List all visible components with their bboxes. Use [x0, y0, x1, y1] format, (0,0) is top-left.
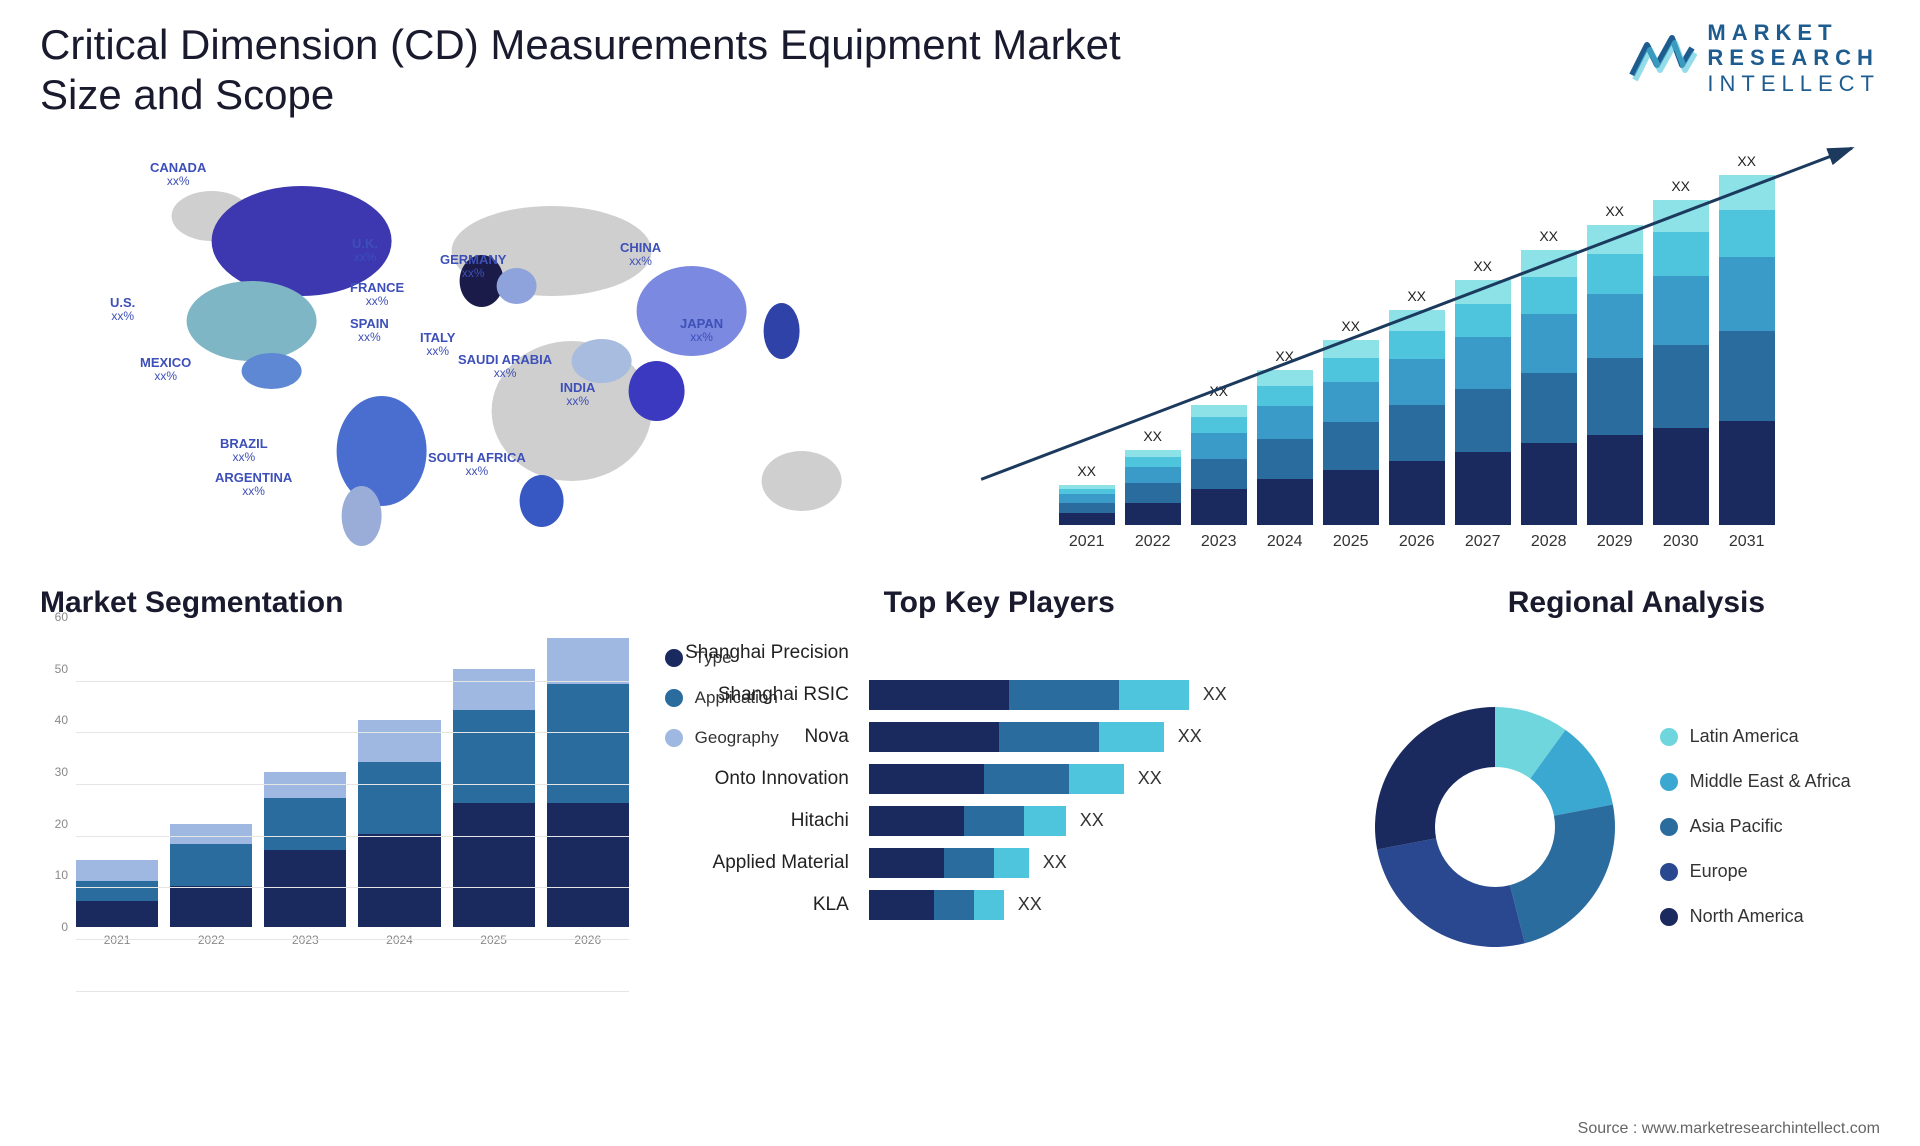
player-row: HitachiXX [869, 806, 1340, 836]
logo-line1: MARKET [1707, 20, 1880, 45]
page-title: Critical Dimension (CD) Measurements Equ… [40, 20, 1140, 121]
growth-trend-arrow [963, 141, 1870, 551]
source-label: Source : www.marketresearchintellect.com [1578, 1120, 1880, 1138]
players-panel: Top Key Players Shanghai Precision Shangh… [659, 586, 1340, 1016]
world-map-panel: CANADAxx% U.S.xx% MEXICOxx% BRAZILxx% ARGENT… [40, 131, 923, 551]
seg-bar: 2023 [264, 772, 346, 927]
regional-legend-item: North America [1660, 906, 1851, 927]
seg-bar: 2024 [358, 720, 440, 927]
player-value: XX [1080, 810, 1104, 831]
segmentation-stacked-bar-chart: 0102030405060202120222023202420252026 [40, 638, 629, 951]
player-value: XX [1043, 852, 1067, 873]
donut-slice [1377, 838, 1525, 947]
regional-legend-item: Middle East & Africa [1660, 771, 1851, 792]
player-value: XX [1203, 684, 1227, 705]
seg-bar: 2022 [170, 824, 252, 927]
map-label-saudi-arabia: SAUDI ARABIAxx% [458, 353, 552, 380]
player-name: KLA [659, 894, 859, 916]
map-label-canada: CANADAxx% [150, 161, 206, 188]
regional-legend-item: Asia Pacific [1660, 816, 1851, 837]
logo-line3: INTELLECT [1707, 71, 1880, 96]
player-value: XX [1138, 768, 1162, 789]
map-label-brazil: BRAZILxx% [220, 437, 268, 464]
map-label-u.s.: U.S.xx% [110, 296, 135, 323]
seg-y-tick: 0 [61, 920, 68, 934]
map-label-argentina: ARGENTINAxx% [215, 471, 292, 498]
seg-y-tick: 60 [55, 610, 68, 624]
map-label-u.k.: U.K.xx% [352, 237, 378, 264]
seg-y-tick: 40 [55, 713, 68, 727]
player-name: Onto Innovation [659, 768, 859, 790]
map-label-china: CHINAxx% [620, 241, 661, 268]
regional-legend-item: Europe [1660, 861, 1851, 882]
player-name: Shanghai RSIC [659, 684, 859, 706]
brand-logo: MARKET RESEARCH INTELLECT [1627, 20, 1880, 96]
player-name: Applied Material [659, 852, 859, 874]
player-value: XX [1018, 894, 1042, 915]
regional-legend-item: Latin America [1660, 726, 1851, 747]
players-bar-chart: Shanghai PrecisionShanghai RSICXXNovaXXO… [659, 638, 1340, 1016]
player-row: Shanghai RSICXX [869, 680, 1340, 710]
map-label-japan: JAPANxx% [680, 317, 723, 344]
donut-slice [1510, 804, 1615, 943]
player-value: XX [1178, 726, 1202, 747]
segmentation-panel: Market Segmentation 01020304050602021202… [40, 586, 629, 1016]
logo-line2: RESEARCH [1707, 45, 1880, 70]
mri-logo-icon [1627, 30, 1697, 86]
seg-bar: 2021 [76, 860, 158, 927]
seg-y-tick: 50 [55, 662, 68, 676]
map-label-spain: SPAINxx% [350, 317, 389, 344]
world-map [40, 131, 923, 551]
donut-slice [1375, 707, 1495, 849]
player-row: Applied MaterialXX [869, 848, 1340, 878]
seg-y-tick: 20 [55, 817, 68, 831]
player-row: KLAXX [869, 890, 1340, 920]
regional-title: Regional Analysis [1370, 586, 1904, 620]
seg-y-tick: 10 [55, 868, 68, 882]
seg-y-tick: 30 [55, 765, 68, 779]
map-label-germany: GERMANYxx% [440, 253, 506, 280]
regional-donut-chart [1370, 702, 1620, 952]
player-row: Shanghai Precision [869, 638, 1340, 668]
map-label-italy: ITALYxx% [420, 331, 455, 358]
player-name: Nova [659, 726, 859, 748]
player-row: Onto InnovationXX [869, 764, 1340, 794]
growth-stacked-bar-chart: XX2021XX2022XX2023XX2024XX2025XX2026XX20… [963, 141, 1870, 551]
player-name: Hitachi [659, 810, 859, 832]
map-label-south-africa: SOUTH AFRICAxx% [428, 451, 526, 478]
regional-legend: Latin America Middle East & Africa Asia Pa… [1660, 726, 1851, 927]
map-label-mexico: MEXICOxx% [140, 356, 191, 383]
player-name: Shanghai Precision [659, 642, 859, 664]
player-row: NovaXX [869, 722, 1340, 752]
regional-panel: Regional Analysis Latin America Middle Ea… [1370, 586, 1904, 1016]
segmentation-title: Market Segmentation [40, 586, 629, 620]
players-title: Top Key Players [659, 586, 1340, 620]
map-label-india: INDIAxx% [560, 381, 595, 408]
map-label-france: FRANCExx% [350, 281, 404, 308]
growth-chart-panel: XX2021XX2022XX2023XX2024XX2025XX2026XX20… [953, 131, 1880, 551]
